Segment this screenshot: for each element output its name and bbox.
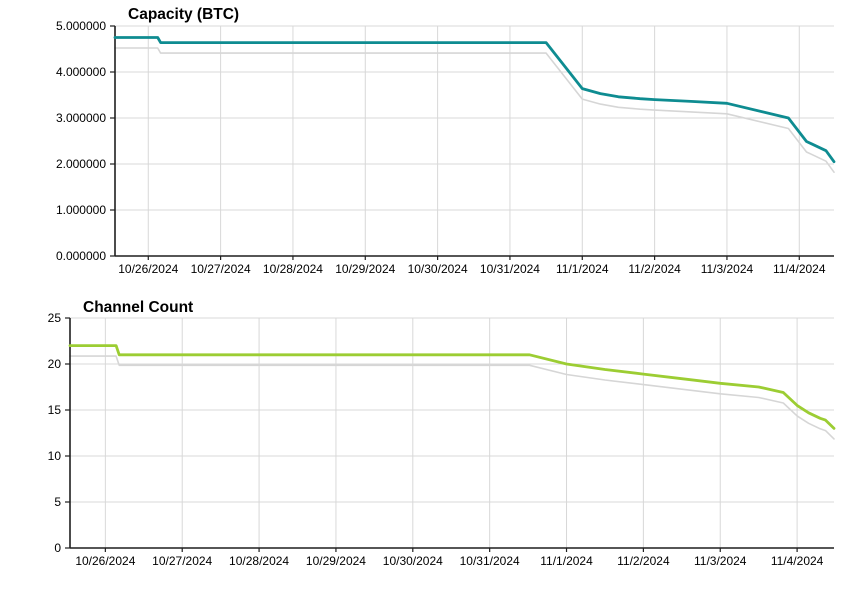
x-tick-label: 10/31/2024 [480,262,540,276]
series-line-shadow [69,355,835,440]
x-tick-label: 10/29/2024 [335,262,395,276]
y-tick-label: 3.000000 [56,111,106,125]
x-tick-label: 10/27/2024 [152,554,212,568]
y-tick-label: 10 [48,449,62,463]
y-tick-label: 15 [48,403,62,417]
capacity-line [113,36,836,164]
channel-count-line [68,344,836,430]
y-tick-label: 20 [48,357,62,371]
y-tick-label: 1.000000 [56,203,106,217]
x-tick-label: 11/3/2024 [701,262,754,276]
series-line-shadow [114,47,835,173]
y-tick-label: 5.000000 [56,19,106,33]
x-tick-label: 10/27/2024 [191,262,251,276]
y-tick-label: 2.000000 [56,157,106,171]
x-tick-label: 11/4/2024 [773,262,826,276]
x-tick-label: 10/30/2024 [408,262,468,276]
x-tick-label: 11/3/2024 [694,554,747,568]
x-tick-label: 10/28/2024 [229,554,289,568]
x-tick-label: 10/26/2024 [75,554,135,568]
y-tick-label: 5 [54,495,61,509]
x-tick-label: 11/4/2024 [771,554,824,568]
x-tick-label: 11/2/2024 [628,262,681,276]
y-tick-label: 0 [54,541,61,555]
y-tick-label: 25 [48,311,62,325]
x-tick-label: 10/28/2024 [263,262,323,276]
x-tick-label: 10/30/2024 [383,554,443,568]
capacity-chart: 10/26/2024 10/27/2024 10/28/2024 10/29/2024… [56,6,836,276]
x-tick-label: 11/1/2024 [556,262,609,276]
channel-count-chart: 10/26/2024 10/27/2024 10/28/2024 10/29/2024… [48,299,836,568]
x-tick-label: 10/29/2024 [306,554,366,568]
y-tick-label: 4.000000 [56,65,106,79]
x-tick-label: 10/26/2024 [118,262,178,276]
x-tick-label: 11/1/2024 [540,554,593,568]
capacity-chart-title: Capacity (BTC) [128,6,239,23]
x-tick-label: 10/31/2024 [460,554,520,568]
channel-count-chart-title: Channel Count [83,299,193,316]
y-tick-label: 0.000000 [56,249,106,263]
x-tick-label: 11/2/2024 [617,554,670,568]
